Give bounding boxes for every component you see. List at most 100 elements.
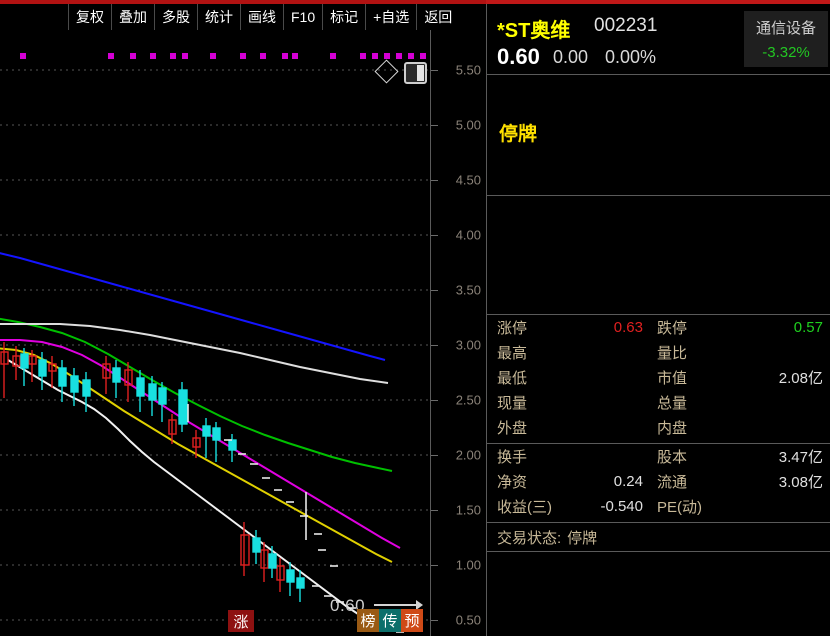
stats-bottom-divider	[487, 551, 830, 552]
toolbar-spacer	[0, 4, 69, 30]
badge-zhang[interactable]: 涨	[228, 610, 254, 632]
event-marker-row	[20, 53, 426, 59]
axis-tick-0: 5.50	[455, 62, 481, 78]
badge-bang[interactable]: 榜	[357, 609, 379, 632]
toolbar-button-biaoji[interactable]: 标记	[323, 4, 367, 30]
price-callout-arrow-line	[374, 604, 420, 606]
stat-value-market-cap: 2.08亿	[778, 370, 823, 387]
order-book-top: 停牌	[487, 75, 830, 196]
trade-status-value: 停牌	[567, 529, 598, 547]
stat-label-limit-up: 涨停	[497, 320, 528, 337]
candlestick-series	[0, 342, 404, 633]
chart-badges-group[interactable]: 榜 传 预	[357, 609, 423, 632]
axis-tick-9: 1.00	[455, 557, 481, 573]
ma-line-blue	[0, 252, 386, 361]
axis-tick-6: 2.50	[455, 392, 481, 408]
stat-label-eps: 收益(三)	[497, 499, 552, 516]
axis-tick-5: 3.00	[455, 337, 481, 353]
toolbar-button-fuquan[interactable]: 复权	[69, 4, 112, 30]
stat-row: 换手 股本 3.47亿	[487, 444, 830, 469]
price-axis: 5.50 5.00 4.50 4.00 3.50 3.00 2.50 2.00 …	[430, 30, 487, 636]
stat-row: 收益(三) -0.540 PE(动)	[487, 494, 830, 519]
candle-up-group	[0, 342, 285, 592]
stat-value-eps: -0.540	[600, 498, 643, 515]
stat-label-pe: PE(动)	[657, 499, 703, 516]
stat-label-market-cap: 市值	[657, 370, 688, 387]
price-change-pct: 0.00%	[605, 47, 657, 67]
stat-row: 现量 总量	[487, 390, 830, 415]
quote-panel: *ST奥维 002231 0.60 0.00 0.00% 通信设备 -3.32%…	[486, 4, 830, 636]
price-callout-arrow-head	[416, 600, 423, 610]
stat-label-total-vol: 总量	[657, 395, 688, 412]
stat-row: 外盘 内盘	[487, 415, 830, 440]
stat-label-turnover: 换手	[497, 449, 528, 466]
axis-tick-2: 4.50	[455, 172, 481, 188]
quote-header: *ST奥维 002231 0.60 0.00 0.00% 通信设备 -3.32%	[487, 4, 830, 75]
stock-code: 002231	[594, 15, 658, 36]
stat-row: 涨停 0.63 跌停 0.57	[487, 315, 830, 340]
stat-label-float: 流通	[657, 474, 688, 491]
last-price: 0.60	[497, 44, 540, 69]
price-callout-label: 0.60	[330, 596, 366, 615]
stat-label-current-vol: 现量	[497, 395, 528, 412]
price-chart-canvas	[0, 53, 430, 633]
stats-divider-2	[487, 522, 830, 523]
halt-label: 停牌	[499, 124, 538, 145]
ma-line-price-white	[7, 359, 395, 631]
stat-label-high: 最高	[497, 345, 528, 362]
toolbar-button-huaxian[interactable]: 画线	[241, 4, 284, 30]
candle-down-group	[20, 348, 305, 602]
stat-value-float: 3.08亿	[778, 474, 823, 491]
badge-chuan[interactable]: 传	[379, 609, 401, 632]
stock-name: *ST奥维	[497, 20, 571, 42]
toolbar-button-back[interactable]: 返回	[424, 9, 453, 25]
ma-line-green	[0, 317, 393, 472]
stat-value-limit-down: 0.57	[793, 319, 823, 336]
ma-line-magenta	[0, 339, 401, 549]
badge-yu[interactable]: 预	[401, 609, 423, 632]
axis-tick-7: 2.00	[455, 447, 481, 463]
trade-status-label: 交易状态:	[497, 529, 562, 547]
stat-row: 最高 量比	[487, 340, 830, 365]
axis-tick-10: 0.50	[455, 612, 481, 628]
gridlines	[0, 69, 430, 621]
quote-stats: 涨停 0.63 跌停 0.57 最高 量比 最低 市值 2.08亿 现量 总量	[487, 315, 830, 552]
toolbar-button-duogu[interactable]: 多股	[155, 4, 198, 30]
stats-divider	[487, 443, 830, 444]
top-accent-bar	[0, 0, 830, 4]
diamond-icon[interactable]	[374, 59, 399, 84]
price-change: 0.00	[553, 47, 589, 67]
sector-badge[interactable]: 通信设备 -3.32%	[744, 11, 828, 67]
stat-label-shares: 股本	[657, 449, 688, 466]
ma-line-white	[0, 323, 389, 384]
stat-label-limit-down: 跌停	[657, 320, 688, 337]
toolbar-button-diejia[interactable]: 叠加	[112, 4, 155, 30]
axis-tick-1: 5.00	[455, 117, 481, 133]
axis-tick-3: 4.00	[455, 227, 481, 243]
sector-change-pct: -3.32%	[762, 44, 810, 61]
axis-tick-4: 3.50	[455, 282, 481, 298]
price-chart[interactable]	[0, 30, 430, 636]
axis-tick-8: 1.50	[455, 502, 481, 518]
stat-label-net-assets: 净资	[497, 474, 528, 491]
chart-toolbar: 复权 叠加 多股 统计 画线 F10 标记 +自选 返回	[0, 4, 486, 30]
stat-value-limit-up: 0.63	[613, 319, 643, 336]
chart-overlay-icons[interactable]	[374, 59, 428, 84]
half-fill-icon[interactable]	[404, 62, 427, 84]
stat-label-outer: 外盘	[497, 420, 528, 437]
stat-row: 净资 0.24 流通 3.08亿	[487, 469, 830, 494]
stat-row: 最低 市值 2.08亿	[487, 365, 830, 390]
order-book-bottom	[487, 196, 830, 315]
stat-label-volume-ratio: 量比	[657, 345, 688, 362]
toolbar-button-add-watchlist[interactable]: +自选	[366, 4, 418, 30]
stat-value-net-assets: 0.24	[613, 473, 643, 490]
top-accent-bar-right	[486, 0, 830, 4]
stat-label-low: 最低	[497, 370, 528, 387]
stat-value-shares: 3.47亿	[778, 449, 823, 466]
sector-name: 通信设备	[755, 20, 816, 37]
stat-label-inner: 内盘	[657, 420, 688, 437]
toolbar-button-f10[interactable]: F10	[284, 4, 324, 30]
toolbar-button-tongji[interactable]: 统计	[198, 4, 241, 30]
trade-status-row: 交易状态: 停牌	[487, 523, 830, 551]
